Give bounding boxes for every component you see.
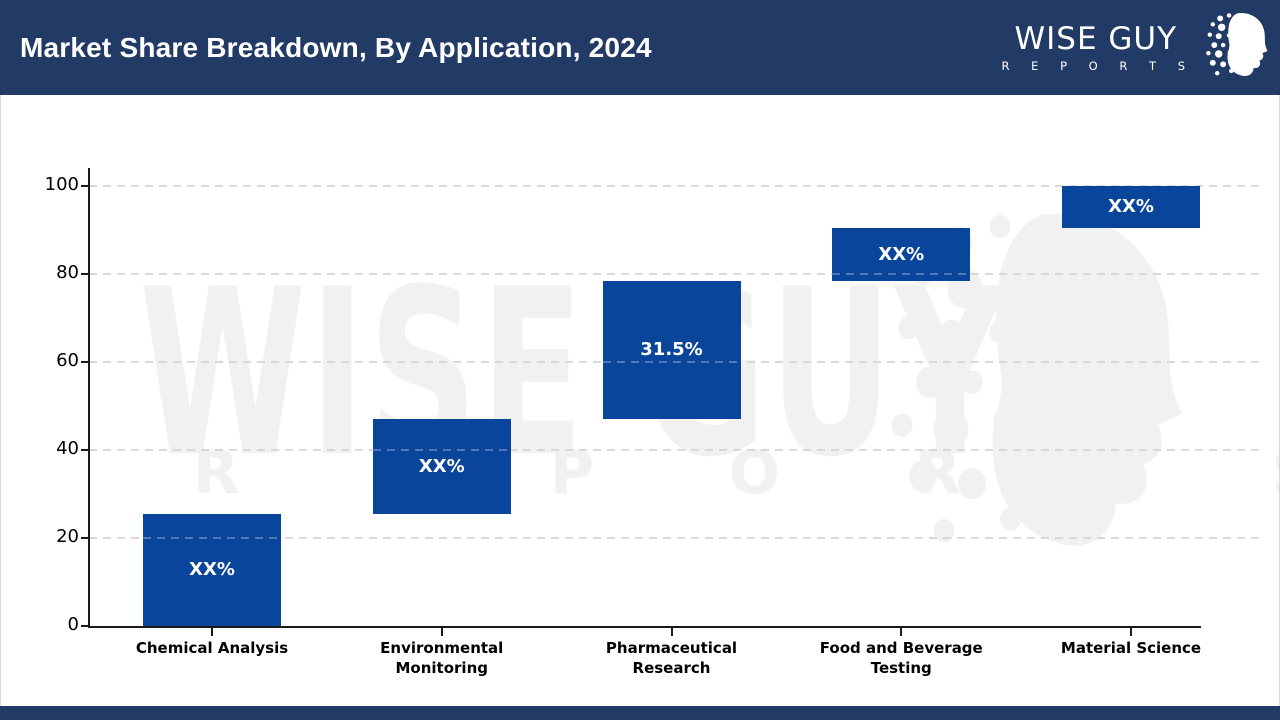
bar-segment: 31.5% bbox=[602, 280, 741, 420]
bar-segment: XX% bbox=[372, 419, 511, 514]
x-category-label: Material Science bbox=[1060, 639, 1202, 657]
x-tick-mark bbox=[670, 628, 673, 636]
x-axis-line bbox=[88, 626, 1201, 628]
y-tick-mark bbox=[81, 273, 89, 275]
gridline bbox=[89, 449, 1259, 451]
gridline-over-bar bbox=[372, 449, 511, 451]
x-tick-mark bbox=[211, 628, 213, 636]
gridline bbox=[89, 185, 1259, 187]
bar-segment: XX% bbox=[832, 227, 971, 281]
footer-bar bbox=[0, 706, 1280, 720]
page-title: Market Share Breakdown, By Application, … bbox=[20, 31, 652, 63]
logo-subtitle: R E P O R T S bbox=[1001, 58, 1194, 73]
x-tick-mark bbox=[900, 628, 903, 636]
y-tick-label: 0 bbox=[67, 614, 79, 635]
logo-wordmark: WISE GUY bbox=[1014, 20, 1178, 57]
x-tick-mark bbox=[1130, 628, 1132, 636]
bar-value-label: XX% bbox=[418, 455, 465, 477]
gridline-over-bar bbox=[143, 537, 281, 539]
x-category-label: Food and Beverage Testing bbox=[819, 639, 983, 677]
bar-value-label: XX% bbox=[1108, 196, 1154, 218]
y-tick-mark bbox=[81, 537, 89, 539]
logo-text: WISE GUY R E P O R T S bbox=[998, 20, 1195, 73]
bar-segment: XX% bbox=[143, 513, 281, 626]
x-tick-mark bbox=[440, 628, 443, 636]
y-tick-label: 80 bbox=[56, 262, 79, 283]
x-category-label: Chemical Analysis bbox=[135, 639, 289, 657]
y-tick-mark bbox=[81, 185, 89, 187]
bar-value-label: 31.5% bbox=[640, 339, 703, 361]
bar-value-label: XX% bbox=[189, 559, 235, 581]
y-tick-label: 40 bbox=[56, 438, 79, 459]
chart-area: WISE GUY R E P O R T S 0 20 40 60 80 100 XX% Ch… bbox=[0, 95, 1280, 706]
x-category-label: Environmental Monitoring bbox=[380, 639, 504, 677]
wise-guy-logo: WISE GUY R E P O R T S bbox=[998, 2, 1273, 94]
y-tick-label: 20 bbox=[56, 526, 79, 547]
gridline-over-bar bbox=[602, 361, 741, 363]
y-tick-mark bbox=[81, 449, 89, 451]
logo-face-icon bbox=[1206, 13, 1268, 77]
watermark-wordmark: WISE GUY bbox=[139, 241, 1008, 508]
gridline bbox=[89, 273, 1259, 275]
y-tick-label: 60 bbox=[56, 350, 79, 371]
y-tick-mark bbox=[81, 361, 89, 363]
y-tick-mark bbox=[81, 625, 89, 627]
gridline-over-bar bbox=[832, 273, 971, 275]
bar-value-label: XX% bbox=[878, 243, 925, 265]
y-tick-label: 100 bbox=[44, 174, 79, 195]
gridline bbox=[89, 537, 1259, 539]
bar-segment: XX% bbox=[1062, 186, 1200, 228]
header-bar: Market Share Breakdown, By Application, … bbox=[0, 0, 1280, 95]
y-axis-line bbox=[88, 168, 90, 628]
x-category-label: Pharmaceutical Research bbox=[605, 639, 738, 677]
